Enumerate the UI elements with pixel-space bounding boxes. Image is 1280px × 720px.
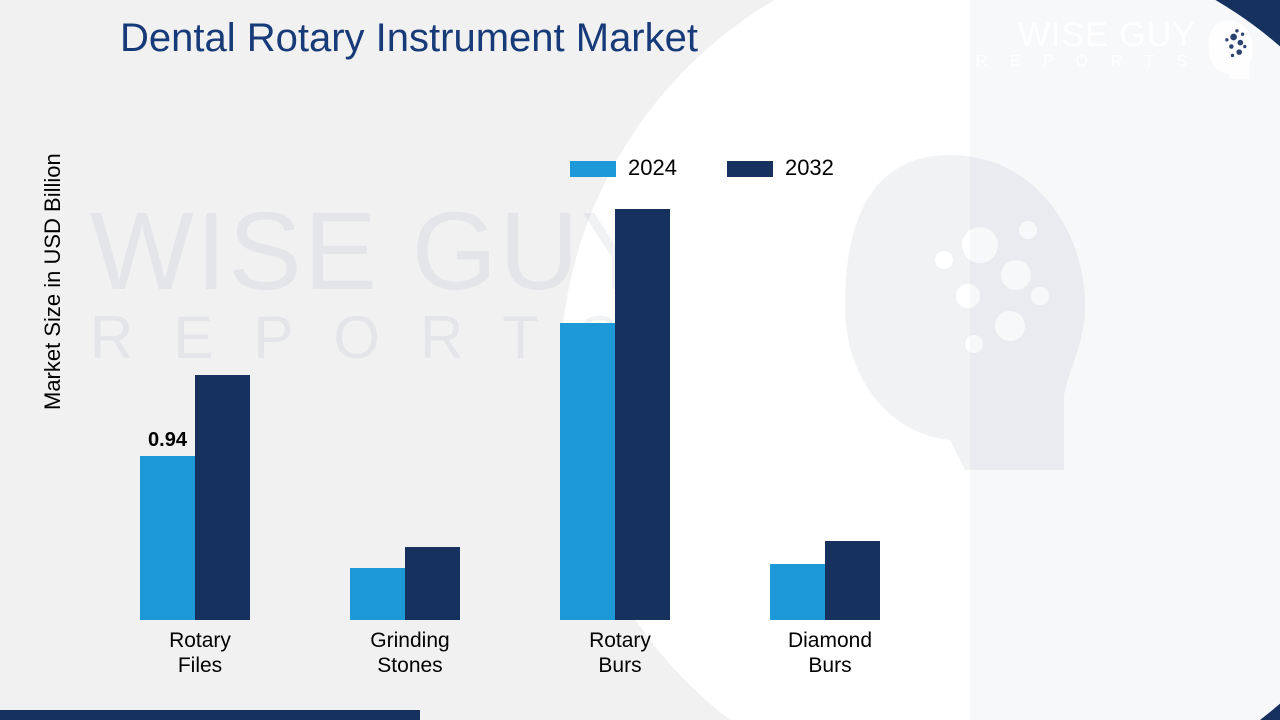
bar-2032 xyxy=(615,209,670,620)
brand-head-icon xyxy=(1200,16,1256,86)
bar-2032 xyxy=(405,547,460,621)
bar-2032 xyxy=(195,375,250,620)
infographic-stage: WISE GUY REPORTS Dental Rotary Instrumen… xyxy=(0,0,1280,720)
y-axis-label: Market Size in USD Billion xyxy=(40,153,66,410)
bar-chart: Market Size in USD Billion 2024 2032 0.9… xyxy=(100,200,930,620)
plot-area: 0.94RotaryFilesGrindingStonesRotaryBursD… xyxy=(100,200,930,620)
x-axis-label: RotaryFiles xyxy=(130,628,270,678)
bar-2032 xyxy=(825,541,880,620)
legend-swatch-2032 xyxy=(727,161,773,177)
legend: 2024 2032 xyxy=(570,155,834,181)
legend-label-2032: 2032 xyxy=(785,155,834,180)
legend-item-2024: 2024 xyxy=(570,155,677,181)
bar-2024 xyxy=(560,323,615,621)
bar-value-label: 0.94 xyxy=(148,429,187,452)
legend-item-2032: 2032 xyxy=(727,155,834,181)
legend-label-2024: 2024 xyxy=(628,155,677,180)
brand-logo: WISE GUY R E P O R T S xyxy=(976,18,1250,70)
x-axis-label: GrindingStones xyxy=(340,628,480,678)
chart-title: Dental Rotary Instrument Market xyxy=(120,16,698,61)
bar-2024: 0.94 xyxy=(140,456,195,621)
bottom-strip xyxy=(0,710,420,720)
bar-2024 xyxy=(350,568,405,621)
x-axis-label: DiamondBurs xyxy=(760,628,900,678)
legend-swatch-2024 xyxy=(570,161,616,177)
x-axis-label: RotaryBurs xyxy=(550,628,690,678)
bar-2024 xyxy=(770,564,825,620)
